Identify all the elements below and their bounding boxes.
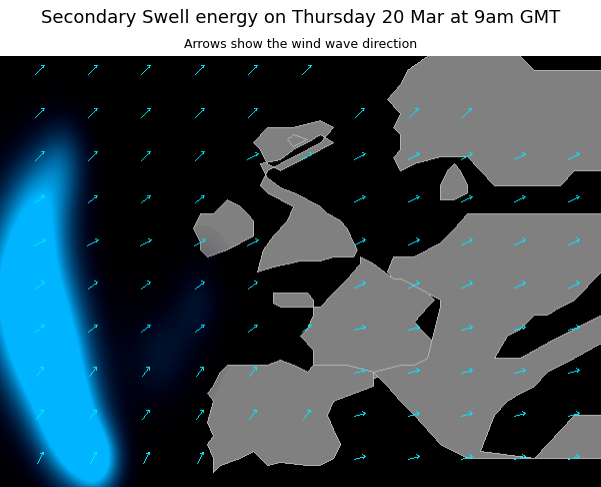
Text: Secondary Swell energy on Thursday 20 Mar at 9am GMT: Secondary Swell energy on Thursday 20 Ma… [41,9,560,27]
Text: Arrows show the wind wave direction: Arrows show the wind wave direction [184,38,417,51]
